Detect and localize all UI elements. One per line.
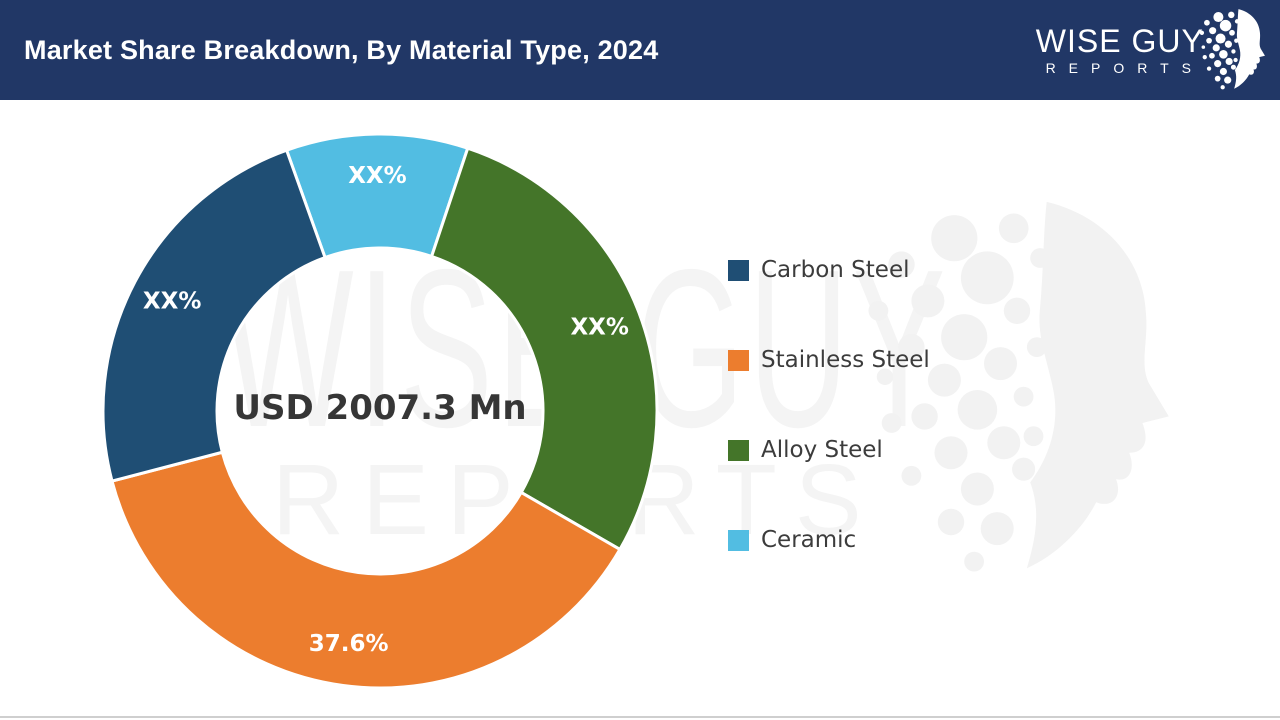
wise-guy-logo: WISE GUY REPORTS bbox=[1036, 6, 1268, 94]
legend-item-ceramic: Ceramic bbox=[728, 526, 930, 554]
legend-swatch-carbon-steel bbox=[728, 259, 749, 281]
logo-text: WISE GUY REPORTS bbox=[1035, 22, 1204, 77]
legend-swatch-ceramic bbox=[728, 529, 749, 551]
legend-label-carbon-steel: Carbon Steel bbox=[761, 257, 910, 283]
header: Market Share Breakdown, By Material Type… bbox=[0, 0, 1280, 100]
segment-label-carbon-steel: XX% bbox=[143, 288, 202, 314]
legend-swatch-alloy-steel bbox=[728, 439, 749, 461]
segment-label-alloy-steel: XX% bbox=[570, 315, 629, 341]
legend-item-alloy-steel: Alloy Steel bbox=[728, 436, 930, 464]
legend-label-stainless-steel: Stainless Steel bbox=[761, 347, 930, 373]
donut-chart: XX% XX% 37.6% XX% USD 2007.3 Mn bbox=[101, 132, 659, 690]
logo-wiseguy-text: WISE GUY bbox=[1035, 22, 1204, 59]
legend-label-ceramic: Ceramic bbox=[761, 527, 857, 553]
legend-swatch-stainless-steel bbox=[728, 349, 749, 371]
legend-item-stainless-steel: Stainless Steel bbox=[728, 346, 930, 374]
legend-label-alloy-steel: Alloy Steel bbox=[761, 437, 883, 463]
logo-reports-text: REPORTS bbox=[1045, 60, 1204, 77]
donut-center-value: USD 2007.3 Mn bbox=[233, 388, 526, 428]
segment-label-ceramic: XX% bbox=[348, 163, 407, 189]
donut-segment-stainless-steel bbox=[110, 450, 622, 690]
donut-segment-alloy-steel bbox=[430, 146, 659, 551]
segment-label-stainless-steel: 37.6% bbox=[309, 631, 389, 657]
page-title: Market Share Breakdown, By Material Type… bbox=[24, 34, 659, 65]
bottom-divider bbox=[0, 716, 1280, 718]
logo-face-icon bbox=[1199, 9, 1265, 90]
chart-legend: Carbon Steel Stainless Steel Alloy Steel Ce… bbox=[728, 256, 930, 616]
donut-segment-carbon-steel bbox=[101, 148, 327, 483]
legend-item-carbon-steel: Carbon Steel bbox=[728, 256, 930, 284]
